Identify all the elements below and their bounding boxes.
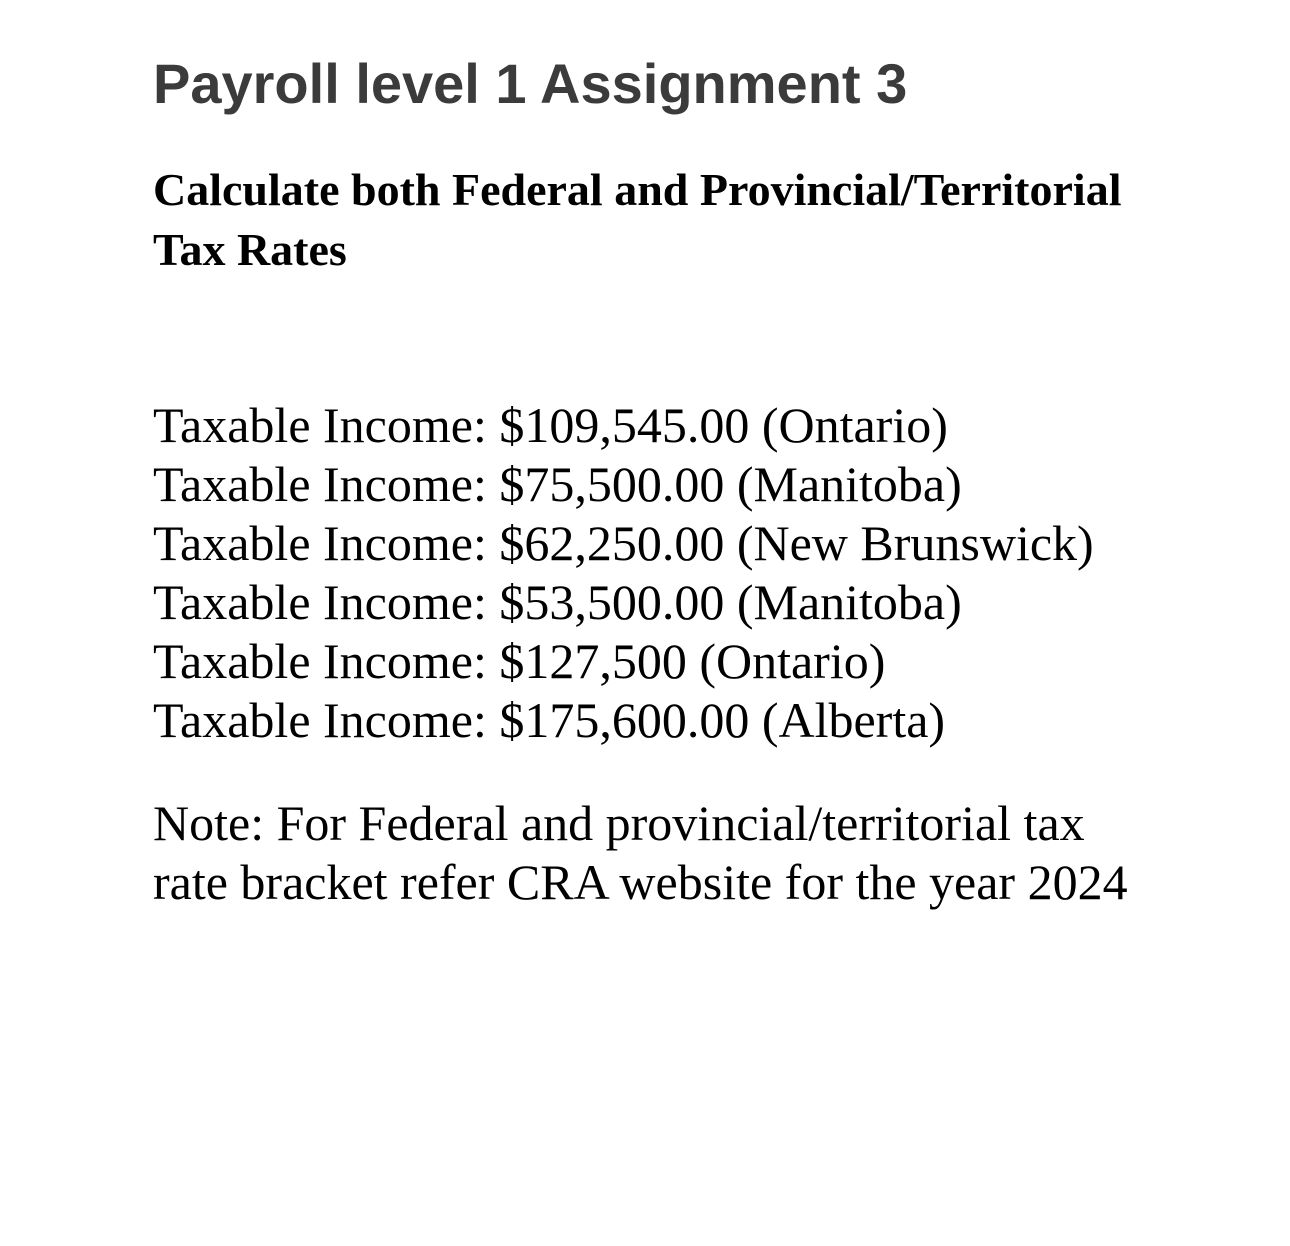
taxable-income-line: Taxable Income: $75,500.00 (Manitoba) (153, 456, 962, 512)
taxable-income-line: Taxable Income: $53,500.00 (Manitoba) (153, 574, 962, 630)
note-line-2: rate bracket refer CRA website for the y… (153, 854, 1128, 910)
taxable-income-line: Taxable Income: $175,600.00 (Alberta) (153, 692, 946, 748)
assignment-instruction-line-2: Tax Rates (153, 224, 347, 275)
taxable-income-list: Taxable Income: $109,545.00 (Ontario) Ta… (153, 396, 1140, 750)
taxable-income-line: Taxable Income: $62,250.00 (New Brunswic… (153, 515, 1094, 571)
note: Note: For Federal and provincial/territo… (153, 794, 1140, 912)
page-title: Payroll level 1 Assignment 3 (153, 52, 908, 115)
assignment-instruction-line-1: Calculate both Federal and Provincial/Te… (153, 164, 1122, 215)
taxable-income-line: Taxable Income: $109,545.00 (Ontario) (153, 397, 948, 453)
assignment-instruction: Calculate both Federal and Provincial/Te… (153, 160, 1140, 280)
taxable-income-line: Taxable Income: $127,500 (Ontario) (153, 633, 886, 689)
document-content: Payroll level 1 Assignment 3 Calculate b… (153, 52, 1140, 912)
note-line-1: Note: For Federal and provincial/territo… (153, 795, 1085, 851)
